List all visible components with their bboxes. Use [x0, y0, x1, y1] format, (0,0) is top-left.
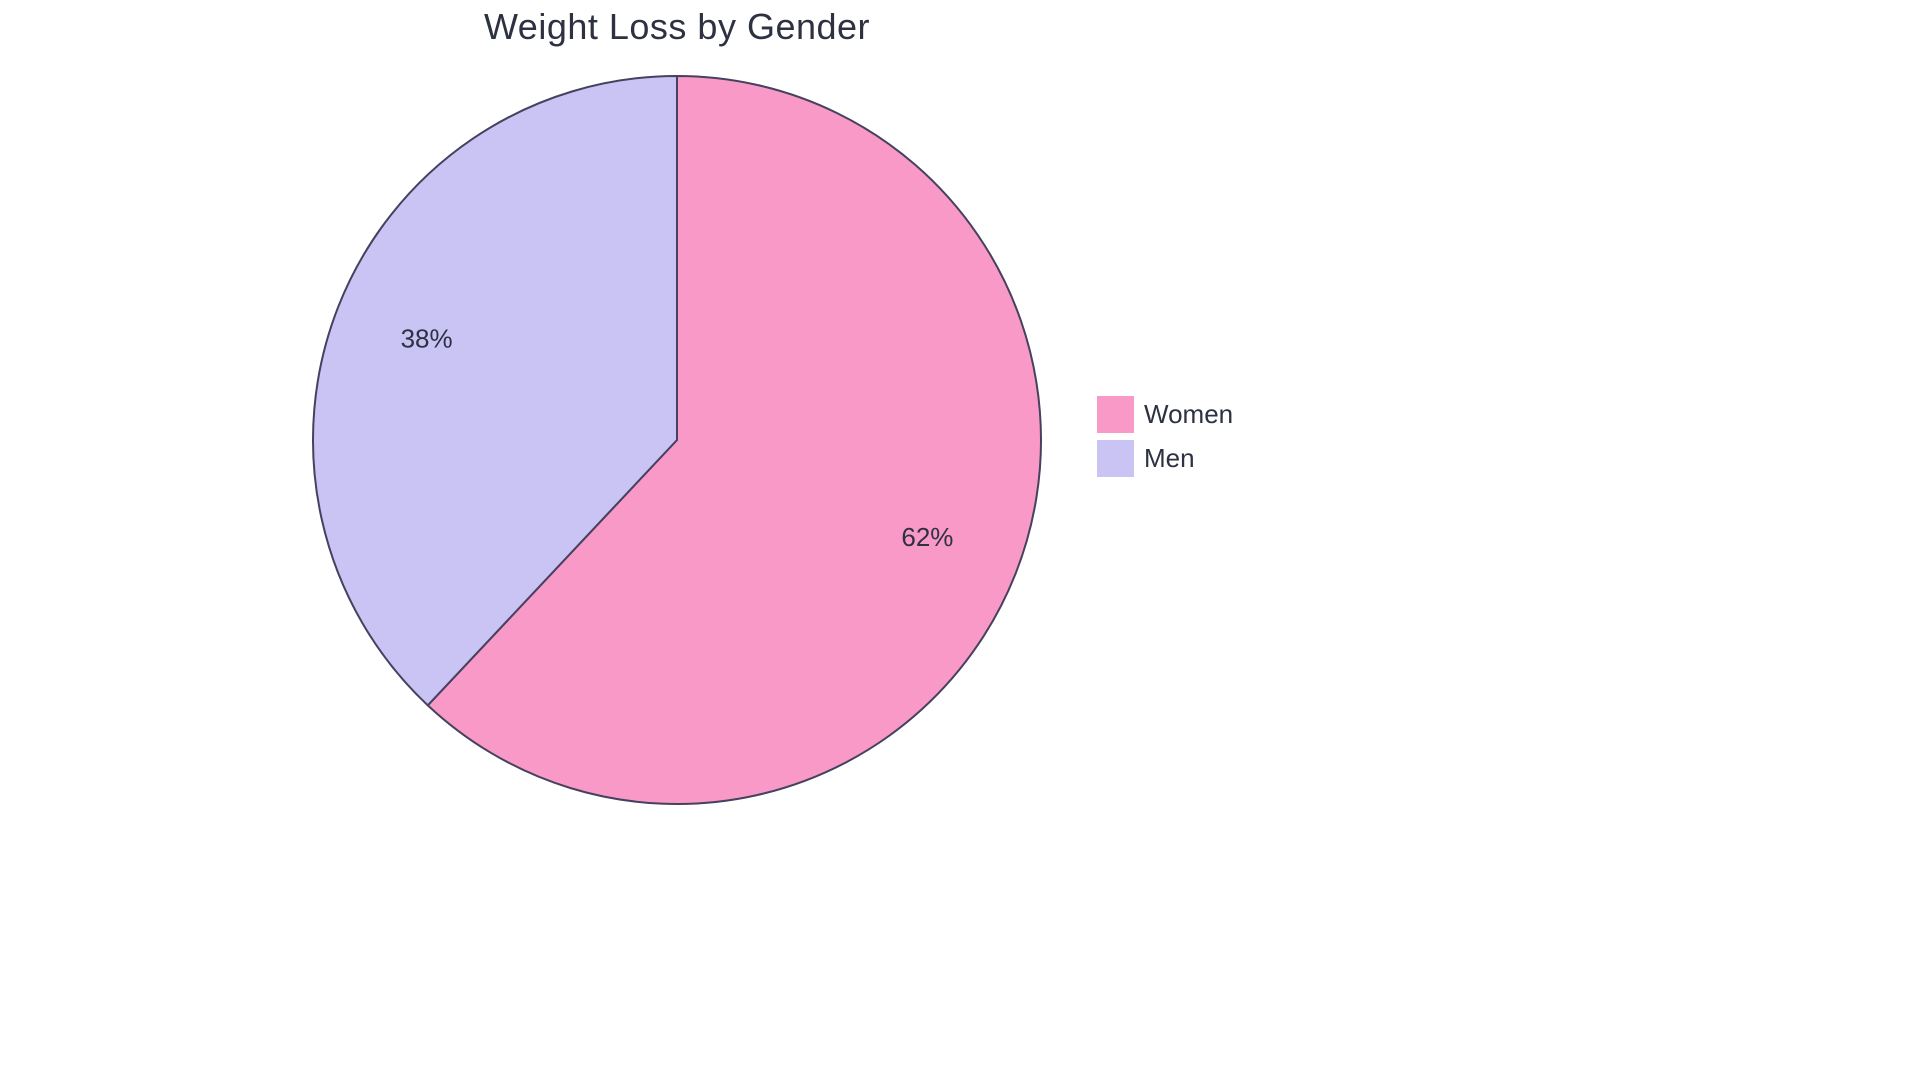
legend-label-women: Women [1144, 399, 1234, 429]
pie-slice-men [312, 75, 678, 707]
legend: Women Men [1097, 396, 1233, 477]
legend-swatch-women [1097, 396, 1134, 433]
pie-slice-women [426, 75, 1042, 805]
chart-title: Weight Loss by Gender [483, 6, 871, 47]
slice-value-label-men: 38% [401, 324, 453, 354]
legend-item-men: Men [1097, 440, 1233, 477]
legend-label-men: Men [1144, 443, 1195, 473]
slice-value-label-women: 62% [901, 522, 953, 552]
legend-item-women: Women [1097, 396, 1233, 433]
legend-swatch-men [1097, 440, 1134, 477]
